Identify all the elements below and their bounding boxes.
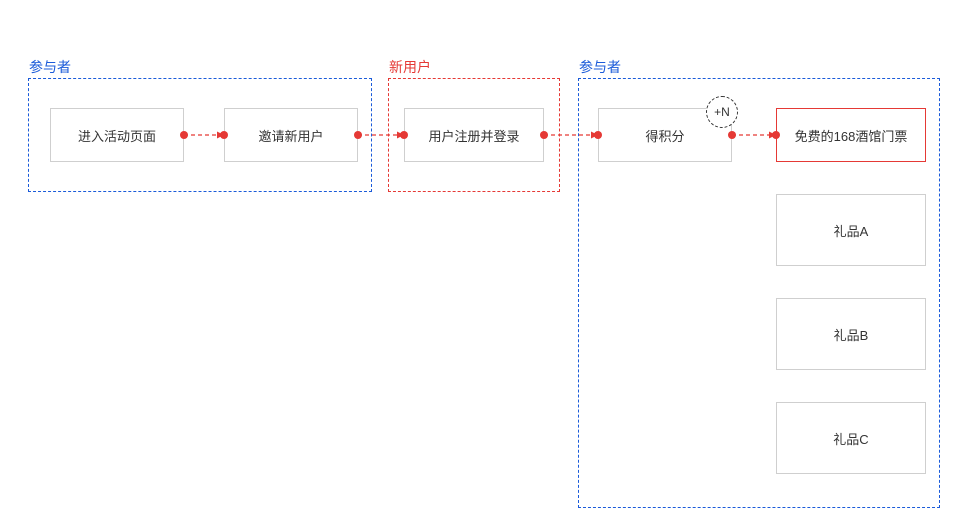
- node-label: 免费的168酒馆门票: [795, 126, 908, 145]
- badge-label: +N: [714, 105, 730, 119]
- node-label: 礼品B: [834, 325, 869, 344]
- node-label: 用户注册并登录: [428, 126, 519, 145]
- node-gift-a: 礼品A: [776, 194, 926, 266]
- node-label: 礼品A: [834, 221, 869, 240]
- group-title: 新用户: [389, 57, 431, 77]
- node-gift-b: 礼品B: [776, 298, 926, 370]
- node-gift-c: 礼品C: [776, 402, 926, 474]
- node-enter-activity: 进入活动页面: [50, 108, 184, 162]
- node-invite-user: 邀请新用户: [224, 108, 358, 162]
- node-free-ticket: 免费的168酒馆门票: [776, 108, 926, 162]
- node-register-login: 用户注册并登录: [404, 108, 544, 162]
- group-title: 参与者: [579, 57, 621, 77]
- group-title: 参与者: [29, 57, 71, 77]
- diagram-stage: 参与者 新用户 参与者 进入活动页面 邀请新用户 用户注册并登录 得积分 免费的…: [0, 0, 968, 521]
- badge-plus-n: +N: [706, 96, 738, 128]
- node-label: 得积分: [645, 126, 684, 145]
- node-label: 礼品C: [833, 429, 868, 448]
- node-label: 邀请新用户: [258, 126, 323, 145]
- node-label: 进入活动页面: [78, 126, 156, 145]
